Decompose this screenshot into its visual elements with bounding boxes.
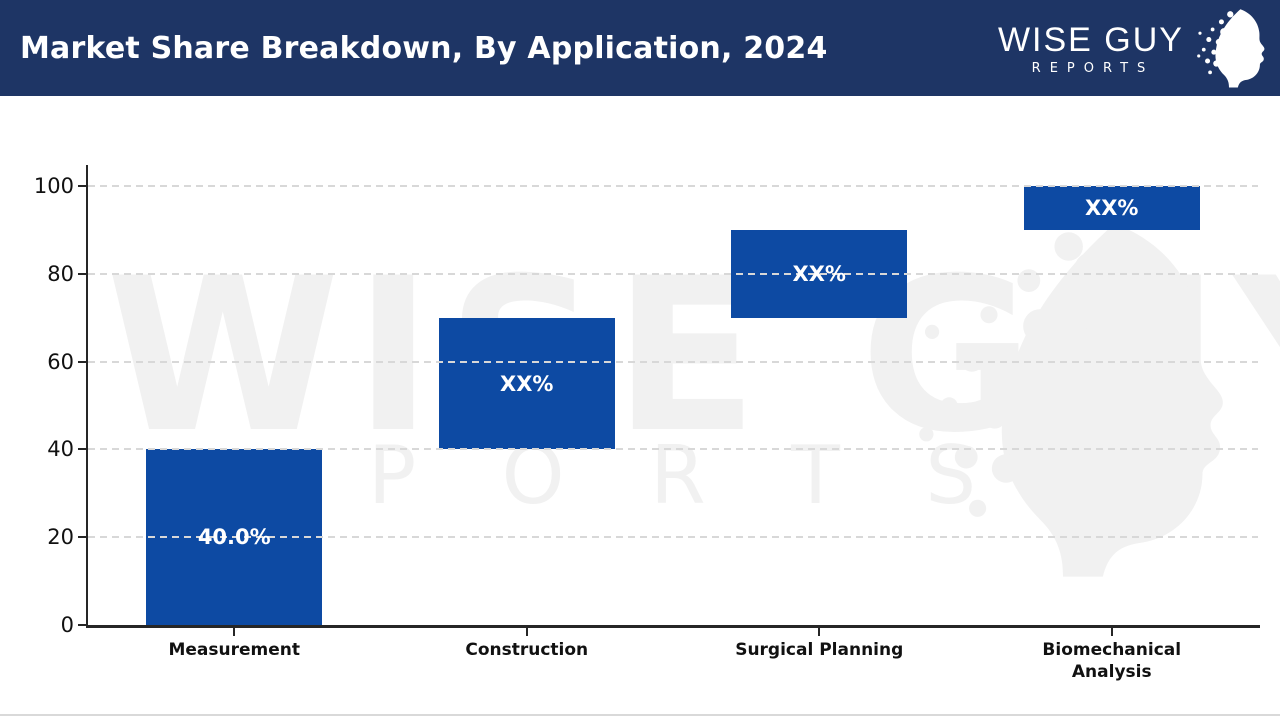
- brand-subname: REPORTS: [1031, 61, 1155, 76]
- gridline-60: [88, 360, 1258, 363]
- bar-value-label-measurement: 40.0%: [197, 525, 271, 550]
- y-tick-100: [78, 185, 86, 187]
- y-tick-label-0: 0: [60, 613, 74, 637]
- x-tick-biomechanical-analysis: [1110, 628, 1113, 636]
- bar-value-label-construction: XX%: [500, 371, 554, 396]
- x-tick-measurement: [233, 628, 236, 636]
- watermark-face-icon: [919, 223, 1223, 577]
- bar-value-label-surgical-planning: XX%: [792, 261, 846, 286]
- brand-logo: WISE GUY REPORTS: [998, 8, 1270, 90]
- page-title: Market Share Breakdown, By Application, …: [20, 30, 828, 66]
- x-axis-spine: [86, 625, 1260, 628]
- y-tick-60: [78, 360, 86, 363]
- x-axis-label-biomechanical-analysis: Biomechanical Analysis: [1042, 640, 1182, 683]
- y-tick-40: [78, 448, 86, 451]
- header-banner: Market Share Breakdown, By Application, …: [0, 0, 1280, 96]
- y-axis-spine: [86, 165, 88, 627]
- y-tick-0: [78, 624, 86, 626]
- bar-value-label-biomechanical-analysis: XX%: [1085, 195, 1139, 220]
- brand-face-icon: [1197, 9, 1265, 88]
- bar-construction: [438, 317, 615, 450]
- brand-name: WISE GUY: [997, 21, 1184, 59]
- gridline-20: [88, 536, 1258, 539]
- y-tick-label-60: 60: [47, 349, 74, 374]
- gridline-100: [88, 185, 1258, 187]
- bottom-divider: [0, 714, 1280, 716]
- x-tick-surgical-planning: [818, 628, 821, 636]
- y-tick-label-20: 20: [47, 525, 74, 550]
- y-tick-80: [78, 272, 86, 275]
- brand-logo-text: WISE GUY REPORTS: [998, 23, 1184, 75]
- y-tick-label-80: 80: [47, 261, 74, 286]
- y-tick-20: [78, 536, 86, 539]
- x-axis-label-construction: Construction: [465, 640, 589, 660]
- bar-biomechanical-analysis: [1023, 186, 1200, 230]
- y-tick-label-40: 40: [47, 437, 74, 462]
- gridline-40: [88, 448, 1258, 451]
- x-axis-label-surgical-planning: Surgical Planning: [735, 640, 904, 660]
- x-axis-label-measurement: Measurement: [168, 640, 301, 660]
- x-tick-construction: [525, 628, 528, 636]
- y-tick-label-100: 100: [33, 174, 74, 198]
- gridline-80: [88, 272, 1258, 275]
